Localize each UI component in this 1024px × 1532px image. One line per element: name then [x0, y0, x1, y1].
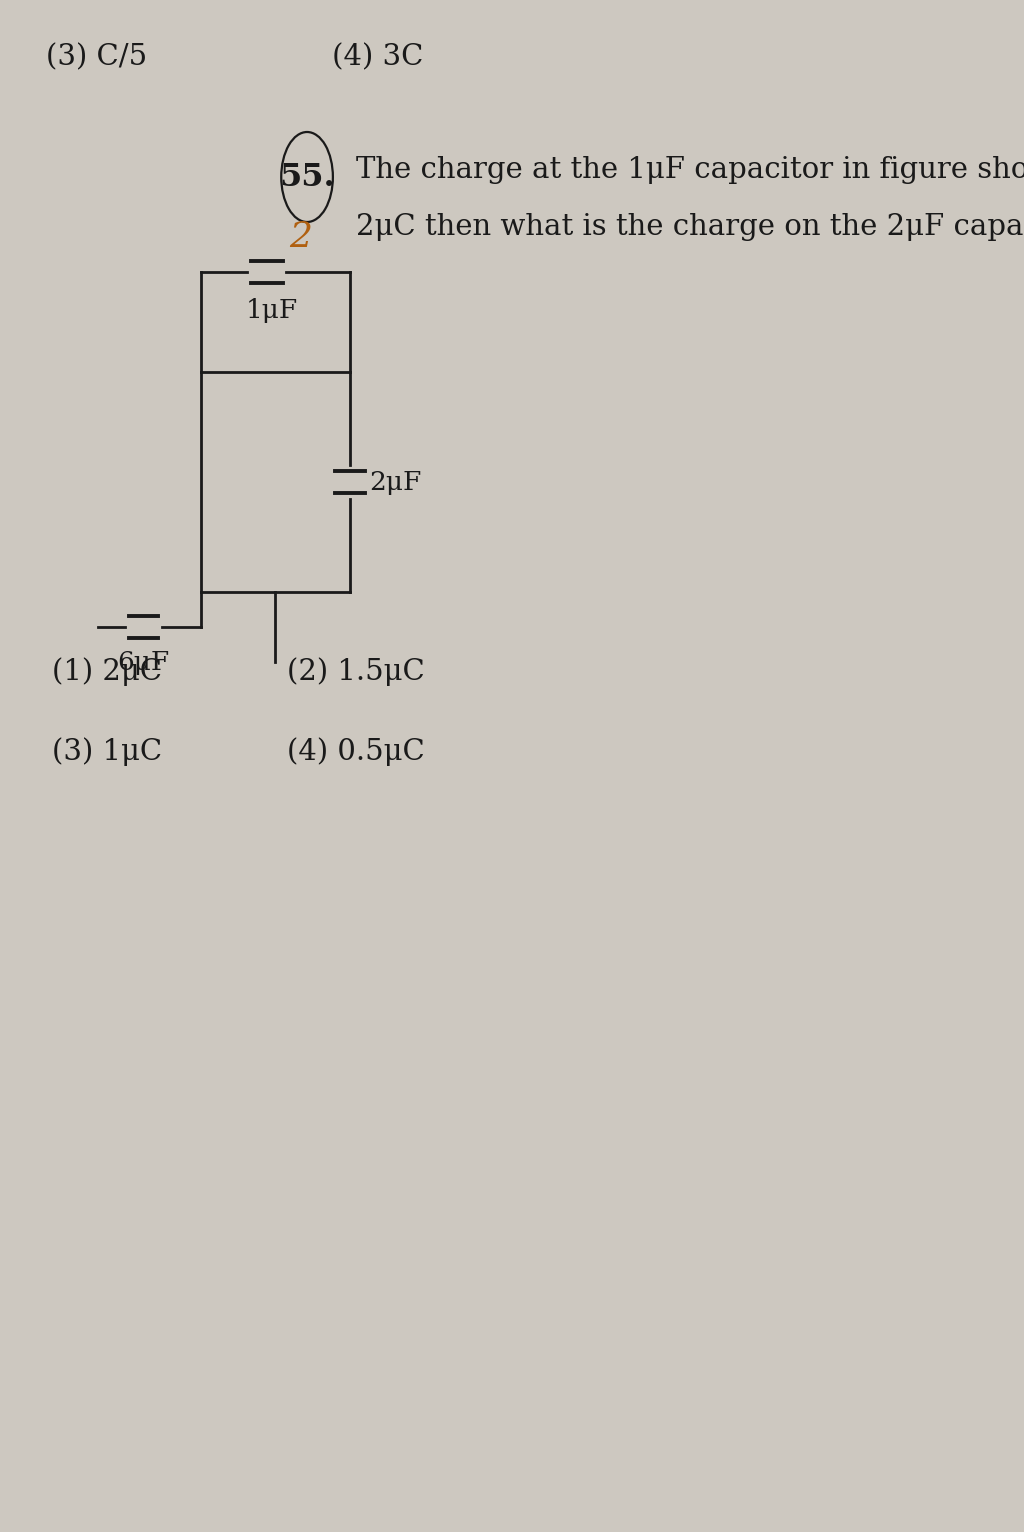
Text: The charge at the 1μF capacitor in figure shown is: The charge at the 1μF capacitor in figur… [356, 156, 1024, 184]
Text: (1) 2μC: (1) 2μC [51, 657, 162, 686]
Text: (4) 0.5μC: (4) 0.5μC [287, 737, 425, 766]
Text: (3) 1μC: (3) 1μC [51, 737, 162, 766]
Text: 2μF: 2μF [370, 469, 422, 495]
Text: 6μF: 6μF [118, 650, 170, 674]
Text: 1μF: 1μF [246, 297, 298, 323]
Text: 2: 2 [289, 221, 311, 254]
Text: 2μC then what is the charge on the 2μF capacitor.: 2μC then what is the charge on the 2μF c… [356, 213, 1024, 241]
Text: (2) 1.5μC: (2) 1.5μC [287, 657, 425, 686]
Text: (3) C/5                    (4) 3C: (3) C/5 (4) 3C [46, 43, 423, 70]
Text: 55.: 55. [280, 161, 335, 193]
